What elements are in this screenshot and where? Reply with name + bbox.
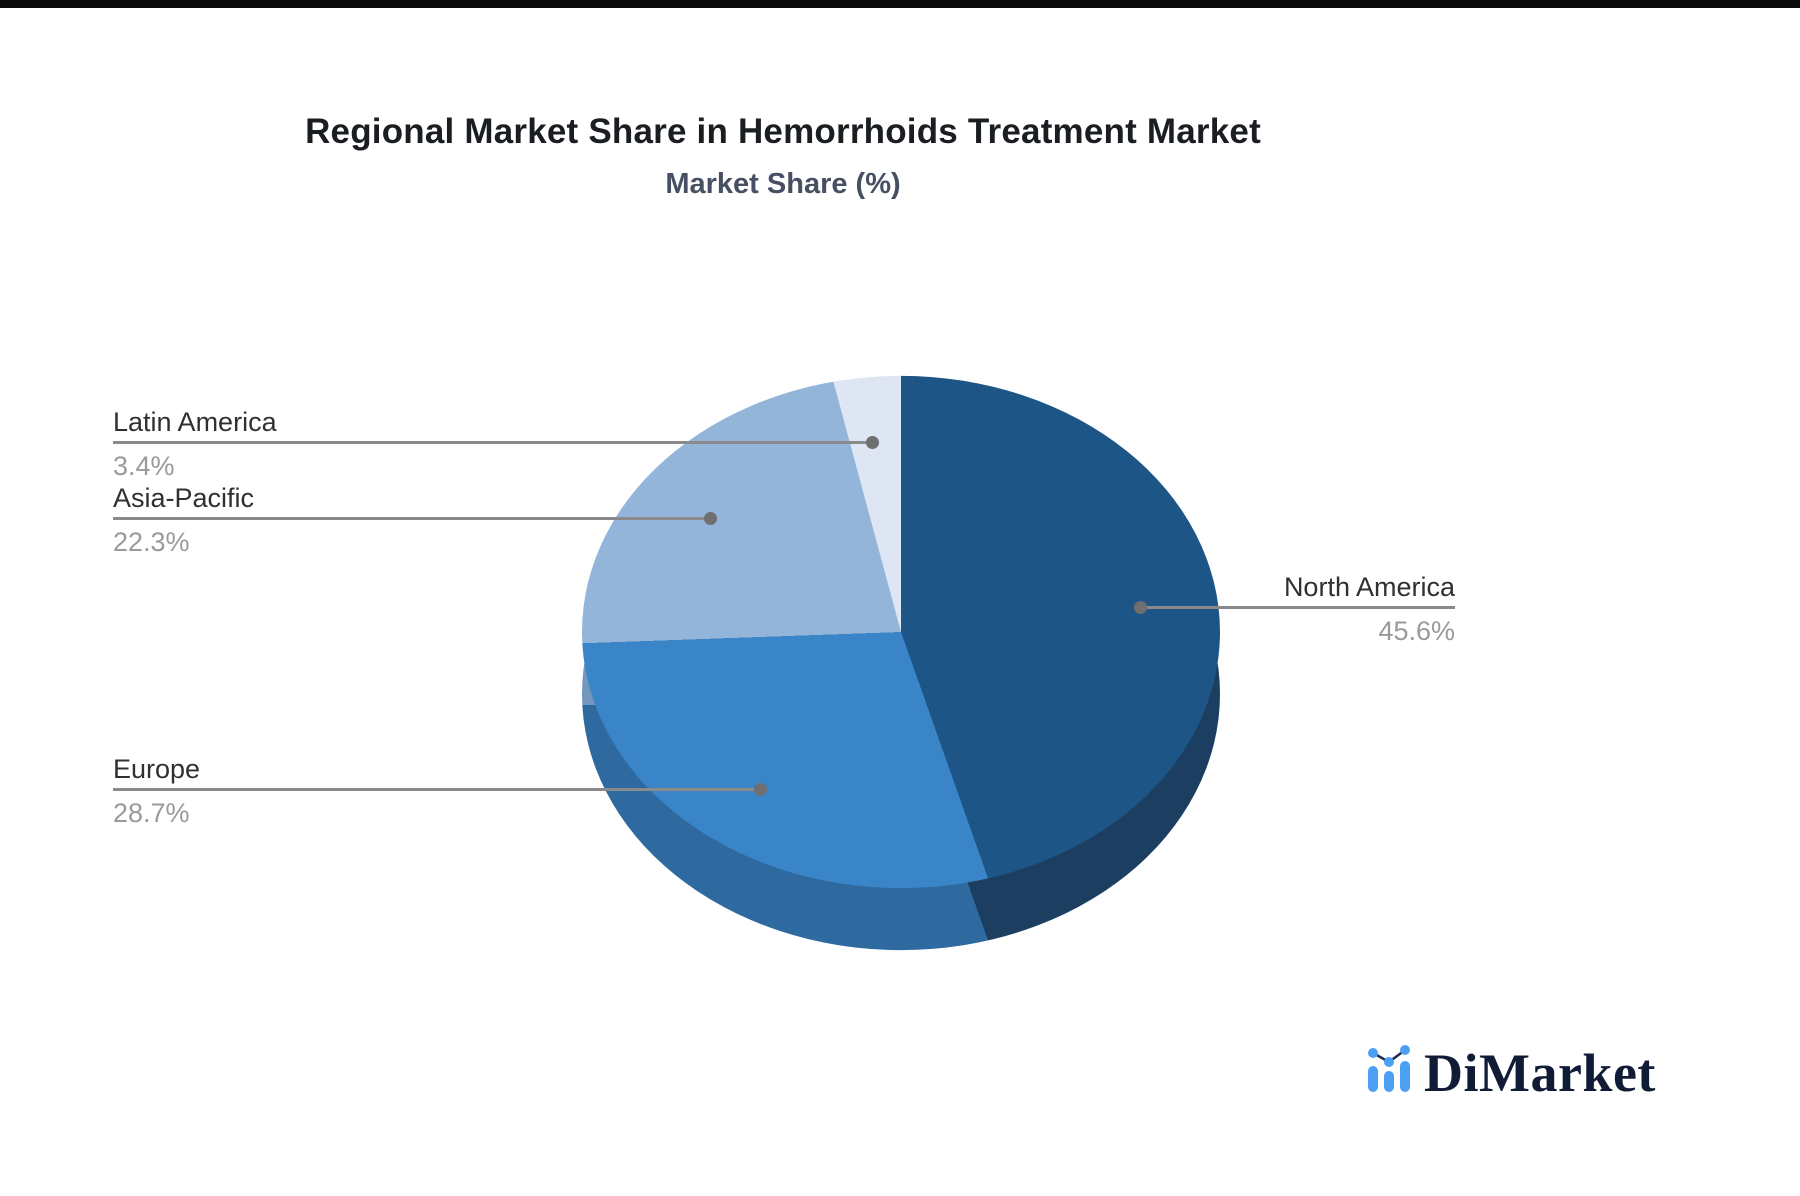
leader-line	[113, 517, 711, 520]
slice-value: 28.7%	[113, 798, 190, 828]
slice-label: Asia-Pacific	[113, 483, 255, 513]
slice-value: 22.3%	[113, 527, 190, 557]
slice-label: Europe	[113, 754, 201, 784]
slice-label: Latin America	[113, 407, 277, 437]
slice-value: 45.6%	[1378, 616, 1455, 646]
leader-line	[113, 788, 761, 791]
bar-line-chart-icon	[1368, 1045, 1410, 1092]
chart-subtitle: Market Share (%)	[665, 168, 901, 200]
top-border	[0, 0, 1800, 8]
leader-line	[1140, 606, 1455, 609]
leader-line	[113, 441, 873, 444]
dimarket-logo: DiMarket	[1366, 1044, 1656, 1100]
slice-label: North America	[1283, 572, 1455, 602]
leader-dot	[754, 783, 767, 796]
pie-chart	[582, 375, 1220, 889]
leader-dot	[866, 436, 879, 449]
slice-value: 3.4%	[113, 451, 175, 481]
leader-dot	[704, 512, 717, 525]
leader-dot	[1134, 601, 1147, 614]
logo-text: DiMarket	[1424, 1043, 1656, 1103]
chart-title: Regional Market Share in Hemorrhoids Tre…	[305, 112, 1261, 151]
